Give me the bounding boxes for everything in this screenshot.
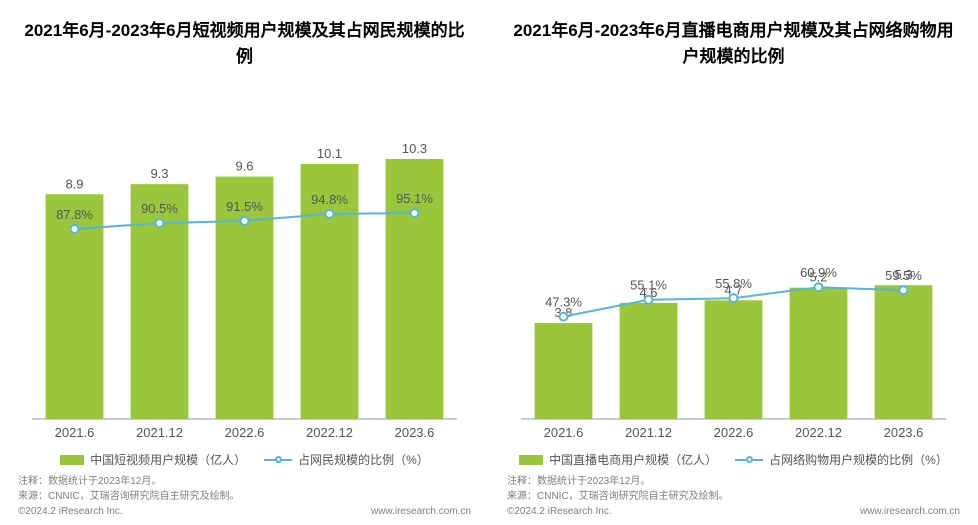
x-axis-label: 2023.6 (395, 425, 435, 440)
note-left: 注释：数据统计于2023年12月。 (18, 474, 471, 489)
line-marker (411, 209, 419, 217)
note-right: 注释：数据统计于2023年12月。 (507, 474, 960, 489)
line-value-label: 55.8% (715, 276, 752, 291)
x-axis-label: 2021.6 (544, 425, 584, 440)
chart-panel-left: 2021年6月-2023年6月短视频用户规模及其占网民规模的比例 8.9 2021… (0, 0, 489, 525)
legend-bar-label-left: 中国短视频用户规模（亿人） (90, 451, 246, 468)
x-axis-label: 2022.6 (225, 425, 265, 440)
bar (790, 288, 848, 419)
copyright-right: ©2024.2 iResearch Inc. (507, 506, 612, 517)
line-marker (326, 210, 334, 218)
x-axis-label: 2022.12 (795, 425, 842, 440)
footnotes-right: 注释：数据统计于2023年12月。 来源：CNNIC，艾瑞咨询研究院自主研究及绘… (507, 474, 960, 504)
bar-value-label: 10.1 (317, 146, 342, 161)
legend-line-left: 占网民规模的比例（%） (264, 451, 429, 468)
bar (705, 300, 763, 419)
chart-title-right: 2021年6月-2023年6月直播电商用户规模及其占网络购物用户规模的比例 (507, 18, 960, 70)
line-marker (71, 225, 79, 233)
line-marker (730, 294, 738, 302)
bar-value-label: 8.9 (65, 176, 83, 191)
line-value-label: 90.5% (141, 201, 178, 216)
bar-value-label: 9.3 (150, 166, 168, 181)
legend-left: 中国短视频用户规模（亿人） 占网民规模的比例（%） (18, 451, 471, 468)
chart-panel-right: 2021年6月-2023年6月直播电商用户规模及其占网络购物用户规模的比例 3.… (489, 0, 978, 525)
bar (535, 323, 593, 419)
line-value-label: 59.5% (885, 268, 922, 283)
line-marker (156, 219, 164, 227)
x-axis-label: 2021.12 (625, 425, 672, 440)
line-marker (645, 296, 653, 304)
chart-area-right: 3.82021.64.62021.124.72022.65.22022.125.… (507, 80, 960, 445)
watermark-right: www.iresearch.com.cn (860, 506, 960, 517)
line-value-label: 60.9% (800, 265, 837, 280)
line-marker (241, 217, 249, 225)
legend-line-swatch-left (264, 454, 292, 466)
line-marker (900, 286, 908, 294)
legend-bar-left: 中国短视频用户规模（亿人） (60, 451, 246, 468)
chart-svg-right: 3.82021.64.62021.124.72022.65.22022.125.… (507, 80, 960, 445)
chart-title-left: 2021年6月-2023年6月短视频用户规模及其占网民规模的比例 (18, 18, 471, 70)
legend-line-right: 占网络购物用户规模的比例（%） (735, 451, 948, 468)
bar (875, 285, 933, 419)
line-value-label: 94.8% (311, 192, 348, 207)
source-left: 来源：CNNIC，艾瑞咨询研究院自主研究及绘制。 (18, 489, 471, 504)
legend-line-swatch-right (735, 454, 763, 466)
watermark-left: www.iresearch.com.cn (371, 506, 471, 517)
x-axis-label: 2022.6 (714, 425, 754, 440)
line-value-label: 47.3% (545, 295, 582, 310)
footer-left: ©2024.2 iResearch Inc. www.iresearch.com… (18, 506, 471, 517)
x-axis-label: 2021.6 (55, 425, 95, 440)
x-axis-label: 2023.6 (884, 425, 924, 440)
legend-line-label-left: 占网民规模的比例（%） (298, 451, 429, 468)
legend-bar-swatch-right (519, 455, 543, 465)
footer-right: ©2024.2 iResearch Inc. www.iresearch.com… (507, 506, 960, 517)
line-marker (560, 313, 568, 321)
legend-bar-swatch-left (60, 455, 84, 465)
line-value-label: 87.8% (56, 207, 93, 222)
x-axis-label: 2021.12 (136, 425, 183, 440)
legend-bar-label-right: 中国直播电商用户规模（亿人） (549, 451, 717, 468)
bar-value-label: 10.3 (402, 141, 427, 156)
line-value-label: 91.5% (226, 199, 263, 214)
x-axis-label: 2022.12 (306, 425, 353, 440)
source-right: 来源：CNNIC，艾瑞咨询研究院自主研究及绘制。 (507, 489, 960, 504)
line-value-label: 55.1% (630, 278, 667, 293)
bar (620, 303, 678, 419)
chart-svg-left: 8.9 2021.6 9.3 2021.12 9.6 2022.6 10.1 2022.12 1… (18, 80, 471, 445)
line-value-label: 95.1% (396, 191, 433, 206)
footnotes-left: 注释：数据统计于2023年12月。 来源：CNNIC，艾瑞咨询研究院自主研究及绘… (18, 474, 471, 504)
chart-area-left: 8.9 2021.6 9.3 2021.12 9.6 2022.6 10.1 2022.12 1… (18, 80, 471, 445)
bar-value-label: 9.6 (235, 159, 253, 174)
legend-right: 中国直播电商用户规模（亿人） 占网络购物用户规模的比例（%） (507, 451, 960, 468)
legend-bar-right: 中国直播电商用户规模（亿人） (519, 451, 717, 468)
copyright-left: ©2024.2 iResearch Inc. (18, 506, 123, 517)
line-marker (815, 283, 823, 291)
legend-line-label-right: 占网络购物用户规模的比例（%） (769, 451, 948, 468)
